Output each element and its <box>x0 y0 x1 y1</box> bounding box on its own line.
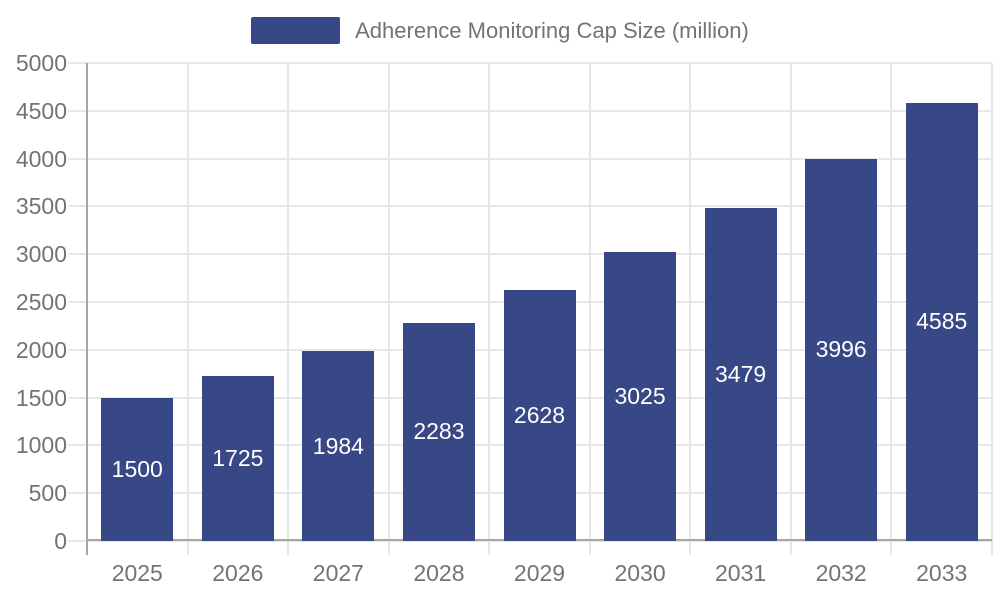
bar-2027[interactable]: 1984 <box>302 351 375 541</box>
v-gridline <box>991 63 993 555</box>
v-gridline <box>789 63 792 555</box>
x-tick-label: 2027 <box>312 560 364 586</box>
x-tick-label: 2028 <box>413 560 465 586</box>
v-gridline <box>488 63 491 555</box>
x-tick-label: 2029 <box>513 560 566 586</box>
x-tick-label: 2033 <box>916 560 968 586</box>
bar-value-label: 2283 <box>413 418 465 445</box>
h-gridline <box>68 109 992 112</box>
y-tick-label: 3000 <box>15 241 67 268</box>
y-tick-label: 4500 <box>15 97 67 124</box>
y-tick-label: 2000 <box>15 336 67 363</box>
x-tick-label: 2032 <box>815 560 867 586</box>
v-gridline <box>588 63 591 555</box>
chart-legend[interactable]: Adherence Monitoring Cap Size (million) <box>0 17 1000 44</box>
y-tick-label: 2500 <box>15 289 67 315</box>
h-gridline <box>68 157 992 160</box>
bar-2029[interactable]: 2628 <box>503 289 576 541</box>
legend-label: Adherence Monitoring Cap Size (million) <box>355 18 749 43</box>
bar-2032[interactable]: 3996 <box>805 158 878 541</box>
bar-2031[interactable]: 3479 <box>704 208 777 541</box>
legend-swatch <box>251 17 341 44</box>
y-tick-label: 1500 <box>15 384 67 411</box>
bar-2033[interactable]: 4585 <box>905 102 978 541</box>
x-tick-label: 2031 <box>715 560 767 586</box>
y-axis-line <box>86 63 88 555</box>
bar-value-label: 1500 <box>111 455 163 482</box>
bar-value-label: 3996 <box>815 336 867 363</box>
v-gridline <box>287 63 290 555</box>
v-gridline <box>890 63 893 555</box>
v-gridline <box>186 63 189 555</box>
y-tick-label: 3500 <box>15 193 67 220</box>
x-tick-label: 2025 <box>111 560 163 586</box>
y-tick-label: 4000 <box>15 145 67 172</box>
bar-2026[interactable]: 1725 <box>201 376 274 541</box>
y-tick-label: 5000 <box>15 50 67 76</box>
x-tick-label: 2030 <box>614 560 666 586</box>
bar-2025[interactable]: 1500 <box>101 397 174 541</box>
x-tick-label: 2026 <box>212 560 264 586</box>
bar-value-label: 2628 <box>513 401 566 428</box>
y-tick-label: 0 <box>54 528 67 554</box>
bar-value-label: 1984 <box>312 432 364 459</box>
y-tick-label: 500 <box>28 480 67 507</box>
h-gridline <box>68 253 992 256</box>
bar-2030[interactable]: 3025 <box>604 251 677 541</box>
h-gridline <box>68 62 992 64</box>
bar-value-label: 1725 <box>212 445 264 472</box>
v-gridline <box>387 63 390 555</box>
bar-2028[interactable]: 2283 <box>402 322 475 541</box>
bar-value-label: 4585 <box>916 308 968 335</box>
bar-value-label: 3479 <box>715 361 767 388</box>
h-gridline <box>68 540 992 542</box>
y-tick-label: 1000 <box>15 432 67 459</box>
v-gridline <box>689 63 692 555</box>
plot-area: 1500 1725 1984 2283 2628 3025 3479 3996 4585 <box>68 62 993 555</box>
h-gridline <box>68 205 992 208</box>
bar-value-label: 3025 <box>614 382 666 409</box>
